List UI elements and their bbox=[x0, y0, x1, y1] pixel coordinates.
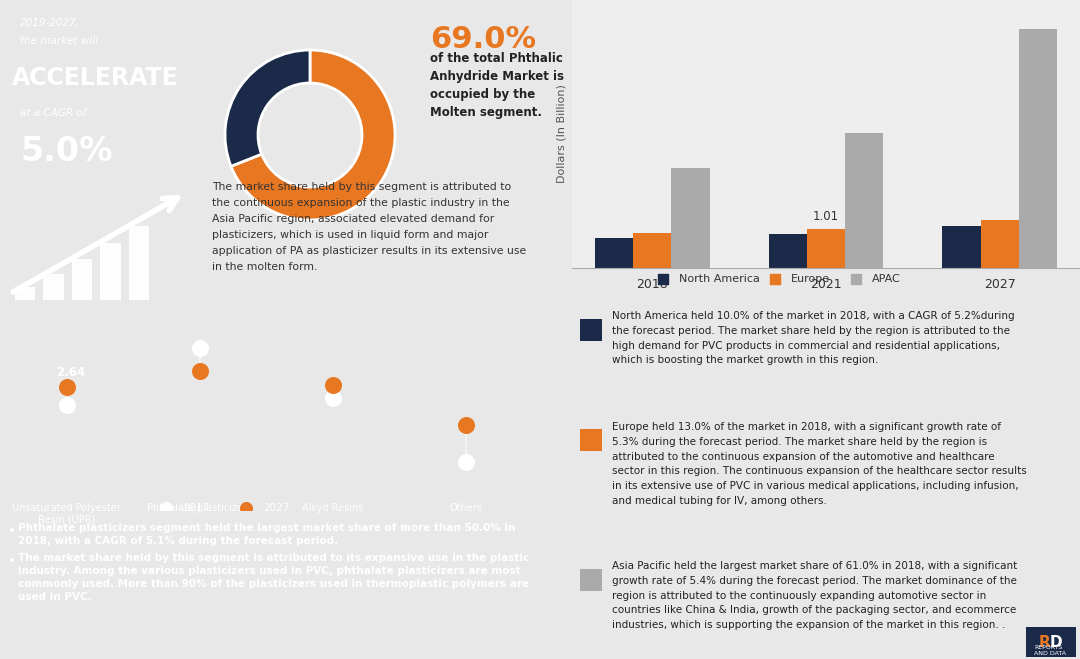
Point bbox=[324, 393, 341, 403]
Text: North America: North America bbox=[678, 274, 759, 284]
Bar bbox=[580, 429, 602, 451]
Point bbox=[324, 380, 341, 390]
Point bbox=[58, 382, 76, 392]
Point bbox=[191, 343, 208, 353]
Text: occupied by the: occupied by the bbox=[430, 88, 536, 101]
Bar bbox=[100, 243, 121, 300]
Text: used in PVC.: used in PVC. bbox=[18, 592, 92, 602]
Text: industry. Among the various plasticizers used in PVC, phthalate plasticizers are: industry. Among the various plasticizers… bbox=[18, 566, 521, 576]
Bar bbox=[43, 273, 64, 300]
Text: the continuous expansion of the plastic industry in the: the continuous expansion of the plastic … bbox=[212, 198, 510, 208]
Wedge shape bbox=[225, 50, 310, 166]
Text: Asia Pacific region, associated elevated demand for: Asia Pacific region, associated elevated… bbox=[212, 214, 495, 224]
Text: ACCELERATE: ACCELERATE bbox=[12, 66, 179, 90]
Bar bbox=[129, 226, 149, 300]
Bar bbox=[1018, 29, 1057, 268]
Bar bbox=[595, 238, 633, 268]
Text: R: R bbox=[1039, 635, 1051, 650]
Text: Unsaturated Polyester
Resin (UPR): Unsaturated Polyester Resin (UPR) bbox=[12, 503, 121, 525]
Bar bbox=[580, 319, 602, 341]
Point bbox=[457, 456, 474, 467]
Text: Others: Others bbox=[449, 503, 482, 513]
Text: in the molten form.: in the molten form. bbox=[212, 262, 318, 272]
Text: D: D bbox=[1050, 635, 1063, 650]
Point bbox=[191, 366, 208, 376]
Text: Alkyd Resins: Alkyd Resins bbox=[302, 503, 363, 513]
Text: of the total Phthalic: of the total Phthalic bbox=[430, 52, 563, 65]
Text: at a CAGR of: at a CAGR of bbox=[21, 108, 86, 118]
Point bbox=[58, 399, 76, 410]
Bar bbox=[580, 569, 602, 591]
Text: application of PA as plasticizer results in its extensive use: application of PA as plasticizer results… bbox=[212, 246, 526, 256]
Text: 2019-2027,: 2019-2027, bbox=[21, 18, 80, 28]
Text: North America held 10.0% of the market in 2018, with a CAGR of 5.2%during
the fo: North America held 10.0% of the market i… bbox=[612, 311, 1014, 365]
Text: Europe: Europe bbox=[791, 274, 829, 284]
Bar bbox=[807, 229, 845, 268]
Bar bbox=[633, 233, 672, 268]
Text: APAC: APAC bbox=[872, 274, 901, 284]
Text: 2.64: 2.64 bbox=[56, 366, 85, 379]
Point bbox=[848, 273, 865, 284]
Bar bbox=[672, 167, 710, 268]
Text: commonly used. More than 90% of the plasticizers used in thermoplastic polymers : commonly used. More than 90% of the plas… bbox=[18, 579, 529, 589]
Text: Molten segment.: Molten segment. bbox=[430, 106, 542, 119]
Bar bbox=[71, 259, 93, 300]
Text: 2017: 2017 bbox=[184, 503, 210, 513]
Text: plasticizers, which is used in liquid form and major: plasticizers, which is used in liquid fo… bbox=[212, 230, 488, 240]
Bar bbox=[981, 219, 1018, 268]
Point bbox=[238, 503, 255, 513]
Y-axis label: Dollars (In Billion): Dollars (In Billion) bbox=[556, 84, 566, 183]
Point bbox=[654, 273, 672, 284]
Bar bbox=[14, 287, 36, 300]
Point bbox=[457, 420, 474, 430]
Bar bbox=[845, 133, 883, 268]
Text: 1.01: 1.01 bbox=[813, 210, 839, 223]
Text: Phthalate plasticizers segment held the largest market share of more than 50.0% : Phthalate plasticizers segment held the … bbox=[18, 523, 515, 533]
Text: 2027: 2027 bbox=[264, 503, 289, 513]
Text: REPORTS: REPORTS bbox=[1034, 645, 1063, 650]
Wedge shape bbox=[231, 50, 395, 220]
Text: 5.0%: 5.0% bbox=[21, 135, 112, 168]
FancyBboxPatch shape bbox=[1026, 627, 1076, 657]
Text: The market share held by this segment is attributed to: The market share held by this segment is… bbox=[212, 182, 511, 192]
Text: AND DATA: AND DATA bbox=[1034, 651, 1066, 656]
Point bbox=[767, 273, 784, 284]
Text: Phthalate plasticizers: Phthalate plasticizers bbox=[147, 503, 252, 513]
Text: Europe held 13.0% of the market in 2018, with a significant growth rate of
5.3% : Europe held 13.0% of the market in 2018,… bbox=[612, 422, 1027, 506]
Point bbox=[158, 503, 175, 513]
Bar bbox=[943, 226, 981, 268]
Text: •: • bbox=[8, 524, 16, 538]
Text: the market will: the market will bbox=[21, 36, 98, 46]
Bar bbox=[769, 234, 807, 268]
Text: 69.0%: 69.0% bbox=[430, 25, 536, 54]
Text: The market share held by this segment is attributed to its expansive use in the : The market share held by this segment is… bbox=[18, 553, 529, 563]
Text: Asia Pacific held the largest market share of 61.0% in 2018, with a significant
: Asia Pacific held the largest market sha… bbox=[612, 561, 1017, 630]
Text: Anhydride Market is: Anhydride Market is bbox=[430, 70, 564, 83]
Text: •: • bbox=[8, 554, 16, 568]
Text: 2018, with a CAGR of 5.1% during the forecast period.: 2018, with a CAGR of 5.1% during the for… bbox=[18, 536, 338, 546]
